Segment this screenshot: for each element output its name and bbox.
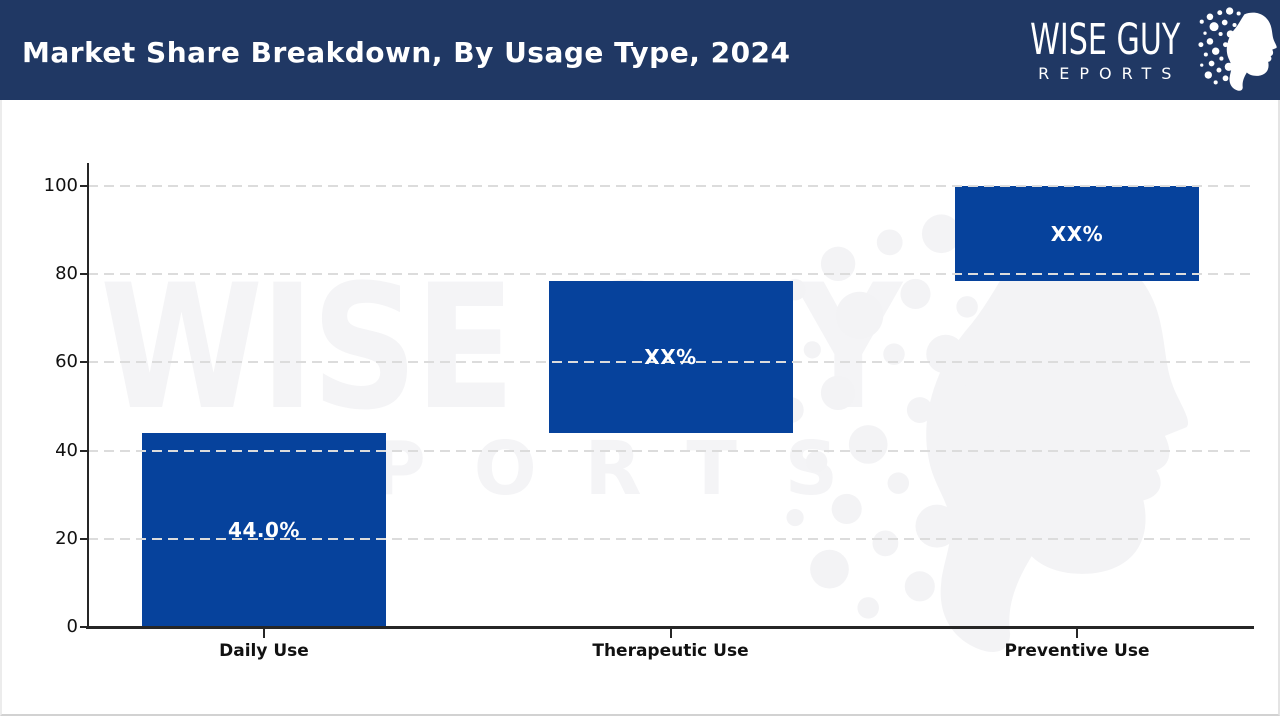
wiseguy-logo: WISE GUY REPORTS [998,5,1278,95]
logo-subtitle: REPORTS [1038,63,1182,83]
x-axis-label: Therapeutic Use [592,641,749,661]
bar [955,186,1199,282]
logo-wordmark: WISE GUY [1029,14,1180,65]
y-tick [80,361,87,364]
chart-title: Market Share Breakdown, By Usage Type, 2… [22,36,791,69]
x-axis-label: Preventive Use [1004,641,1150,661]
x-tick [669,629,672,638]
x-axis-label: Daily Use [219,641,309,661]
header: Market Share Breakdown, By Usage Type, 2… [0,0,1280,100]
bar [548,281,793,433]
gridline [88,361,1253,364]
y-axis-label: 40 [55,439,78,461]
gridline [88,449,1253,452]
x-tick [263,629,265,638]
x-tick [1076,629,1078,638]
y-axis-label: 80 [55,263,78,285]
gridline [88,273,1253,276]
y-tick [80,537,87,540]
y-axis-label: 100 [43,175,78,196]
y-axis-label: 0 [66,616,78,637]
bar-value-label: XX% [1050,221,1104,246]
y-tick [80,626,87,628]
bar-value-label: 44.0% [228,517,300,542]
y-tick [80,273,87,276]
y-axis-spine [87,163,89,628]
gridline [88,537,1253,540]
bar [142,432,386,627]
x-axis-spine [86,626,1254,629]
gridline [88,185,1253,187]
y-axis-label: 20 [55,527,78,549]
bar-value-label: XX% [644,345,697,370]
logo-text: WISE GUY REPORTS [998,14,1212,83]
y-tick [80,449,87,452]
y-axis-label: 60 [55,351,78,373]
y-tick [80,185,87,187]
